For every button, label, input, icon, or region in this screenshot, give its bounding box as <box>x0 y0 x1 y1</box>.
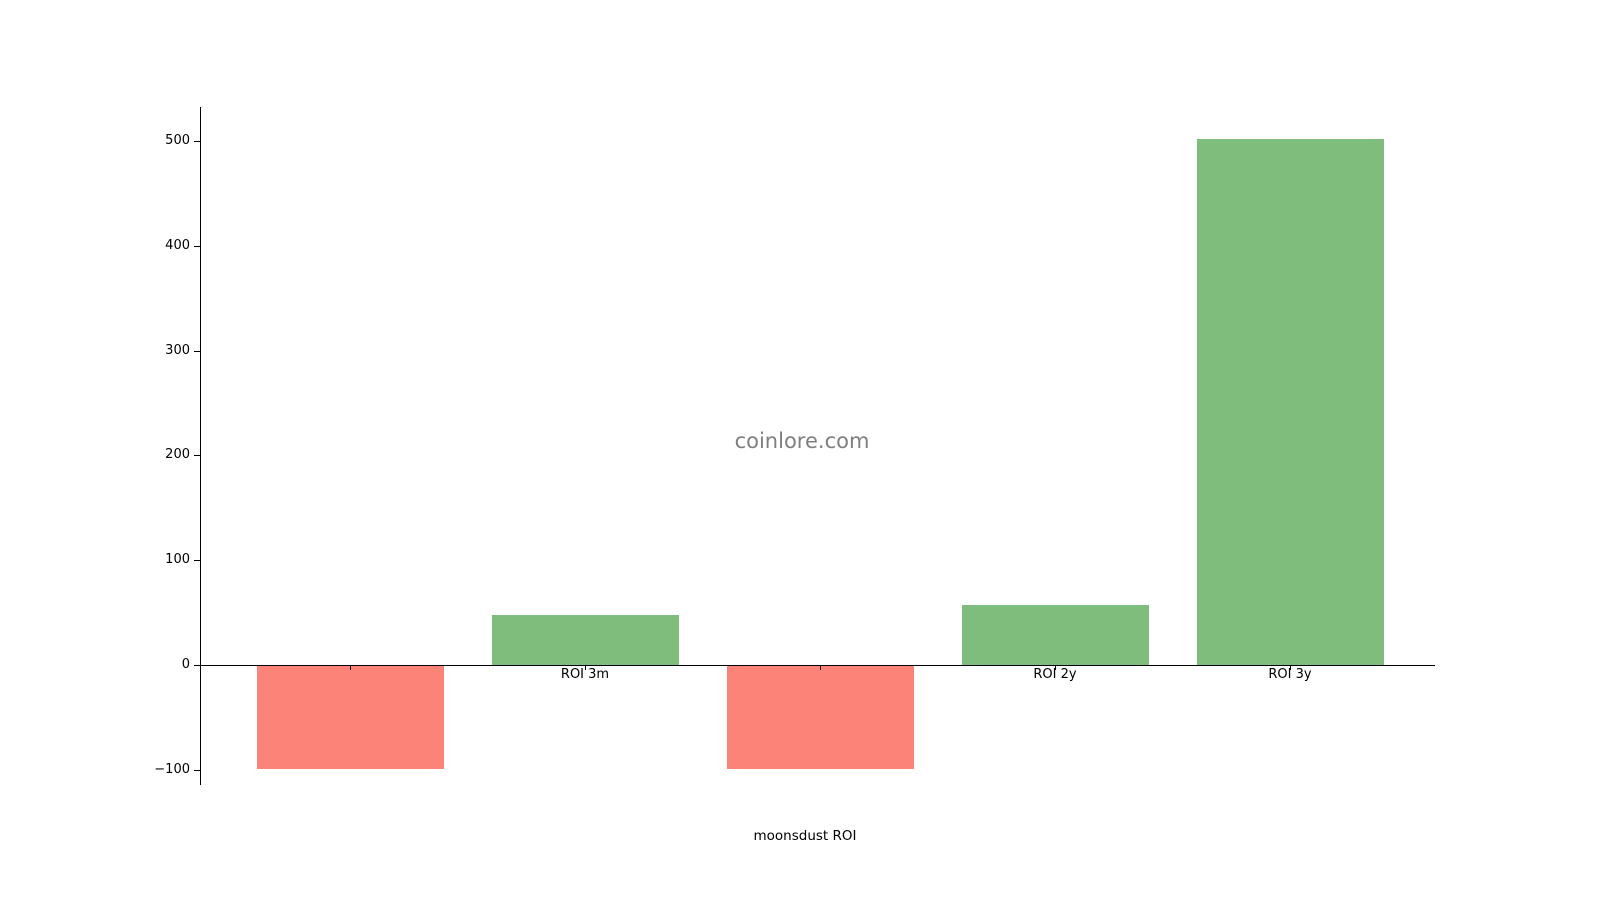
y-tick-mark <box>194 455 200 457</box>
y-tick-mark <box>194 665 200 666</box>
y-tick-label: 300 <box>165 342 190 358</box>
category-label: ROI 2y <box>1033 667 1077 682</box>
bar-ROI 2y <box>961 605 1149 665</box>
bar-unlabeled-0 <box>256 666 444 769</box>
y-tick-mark <box>194 560 200 562</box>
y-tick-label: 0 <box>181 657 190 672</box>
watermark-text: coinlore.com <box>734 429 870 453</box>
x-axis-title: moonsdust ROI <box>753 828 857 844</box>
bar-ROI 3m <box>491 614 679 665</box>
y-tick-label: 200 <box>165 447 190 463</box>
x-tick-mark <box>820 666 821 670</box>
y-tick-label: 100 <box>165 552 190 568</box>
y-tick-mark <box>194 141 200 142</box>
x-tick-mark <box>1290 666 1291 670</box>
y-tick-mark <box>194 769 200 771</box>
category-label: ROI 3m <box>560 667 610 682</box>
y-axis-line <box>200 107 201 785</box>
bar-unlabeled-2 <box>726 666 914 769</box>
category-label: ROI 3y <box>1268 667 1312 682</box>
y-tick-label: 400 <box>165 237 190 253</box>
y-tick-mark <box>194 245 200 247</box>
y-tick-mark <box>194 350 200 352</box>
x-tick-mark <box>585 666 586 670</box>
x-tick-mark <box>350 666 351 670</box>
x-axis-zero-line <box>200 665 1435 666</box>
x-tick-mark <box>1055 666 1056 670</box>
y-tick-label: 500 <box>165 133 190 148</box>
y-tick-label: −100 <box>154 761 190 777</box>
bar-ROI 3y <box>1196 138 1384 665</box>
